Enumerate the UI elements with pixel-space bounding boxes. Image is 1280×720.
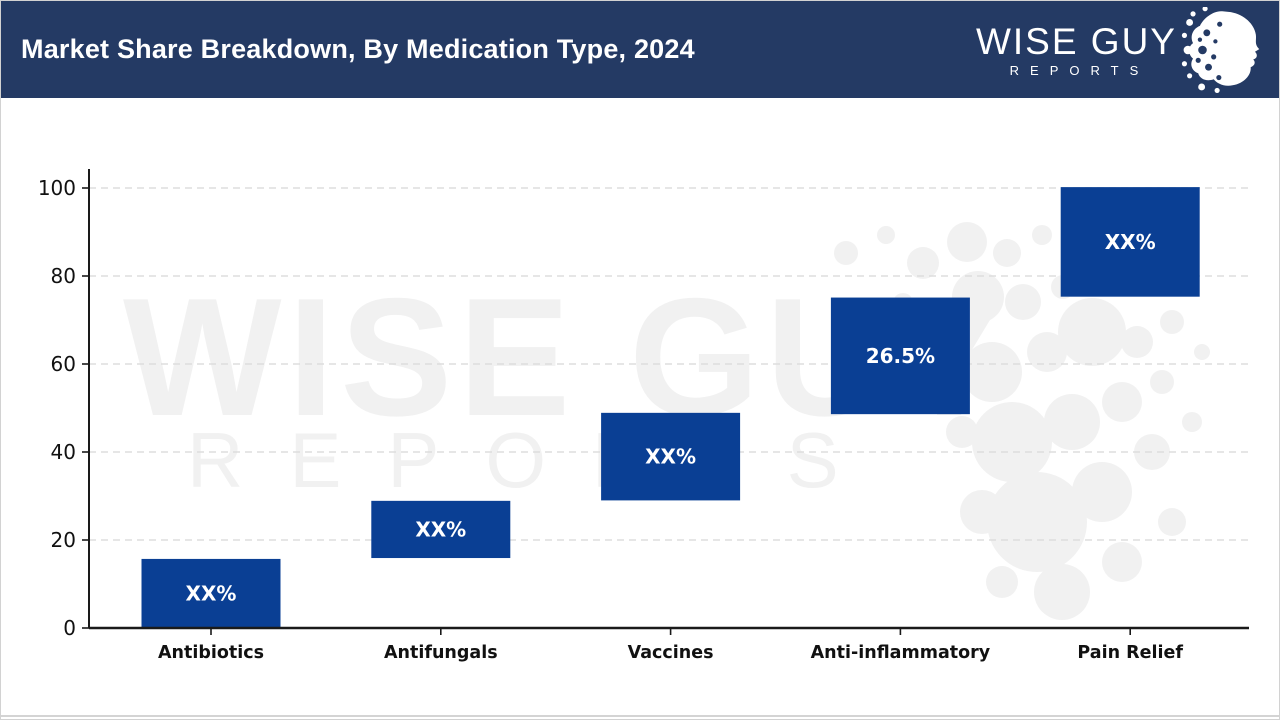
wiseguy-logo-line2: REPORTS <box>1009 62 1150 78</box>
y-tick-label: 60 <box>51 352 76 376</box>
bottom-border-line <box>1 715 1279 717</box>
y-tick-label: 20 <box>51 528 76 552</box>
bar <box>371 500 511 559</box>
category-label: Antibiotics <box>158 643 264 663</box>
chart-title: Market Share Breakdown, By Medication Ty… <box>21 34 695 64</box>
bar <box>141 558 281 628</box>
bar <box>830 297 970 415</box>
y-tick-label: 100 <box>38 176 76 200</box>
y-tick-label: 40 <box>51 440 76 464</box>
wiseguy-face-icon <box>1181 6 1260 93</box>
wiseguy-logo-line1: WISE GUY <box>975 20 1177 62</box>
bar-value-label: XX% <box>186 581 237 605</box>
bar <box>1060 187 1200 297</box>
header: Market Share Breakdown, By Medication Ty… <box>1 1 1279 98</box>
category-label: Anti-inflammatory <box>811 643 991 663</box>
bar-value-label: XX% <box>415 517 466 541</box>
y-tick-label: 80 <box>51 264 76 288</box>
category-label: Pain Relief <box>1077 643 1183 663</box>
bar <box>601 412 741 501</box>
category-label: Antifungals <box>384 643 498 663</box>
bar-value-label: XX% <box>1105 230 1156 254</box>
y-tick-label: 0 <box>63 616 76 640</box>
category-label: Vaccines <box>628 643 714 663</box>
bar-value-label: XX% <box>645 445 696 469</box>
bar-value-label: 26.5% <box>866 344 935 368</box>
wiseguy-logo-text: WISE GUY REPORTS <box>976 23 1177 77</box>
wiseguy-logo: WISE GUY REPORTS <box>976 6 1267 93</box>
